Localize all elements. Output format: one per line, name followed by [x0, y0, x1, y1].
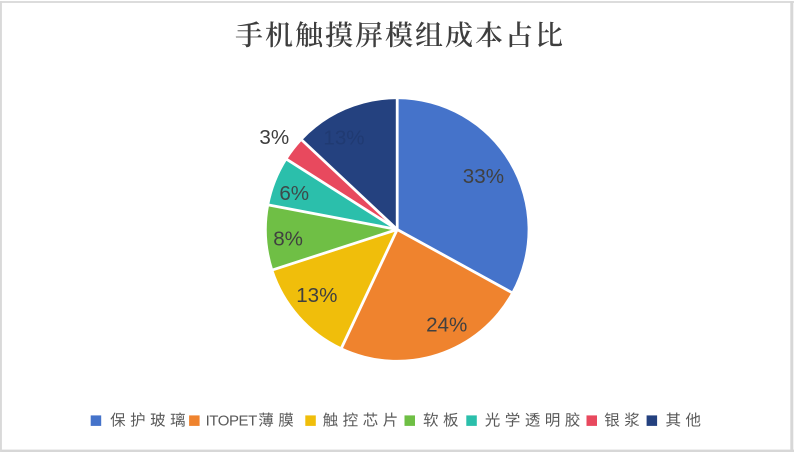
svg-text:ITOPET: ITOPET: [206, 413, 257, 430]
svg-text:6%: 6%: [279, 182, 309, 205]
svg-text:3%: 3%: [259, 126, 289, 149]
svg-text:24%: 24%: [426, 313, 467, 336]
svg-text:13%: 13%: [323, 127, 364, 150]
svg-text:33%: 33%: [463, 165, 504, 188]
svg-text:13%: 13%: [296, 284, 337, 307]
svg-text:8%: 8%: [273, 228, 303, 251]
